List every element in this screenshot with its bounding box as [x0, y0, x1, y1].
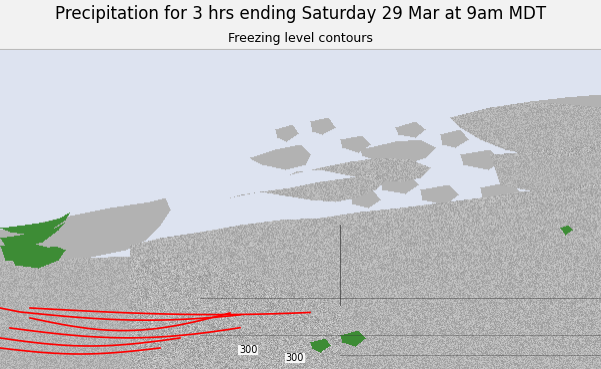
Text: 300: 300	[286, 353, 304, 363]
Text: 300: 300	[239, 345, 257, 355]
Text: Freezing level contours: Freezing level contours	[228, 32, 373, 45]
Text: Precipitation for 3 hrs ending Saturday 29 Mar at 9am MDT: Precipitation for 3 hrs ending Saturday …	[55, 5, 546, 23]
